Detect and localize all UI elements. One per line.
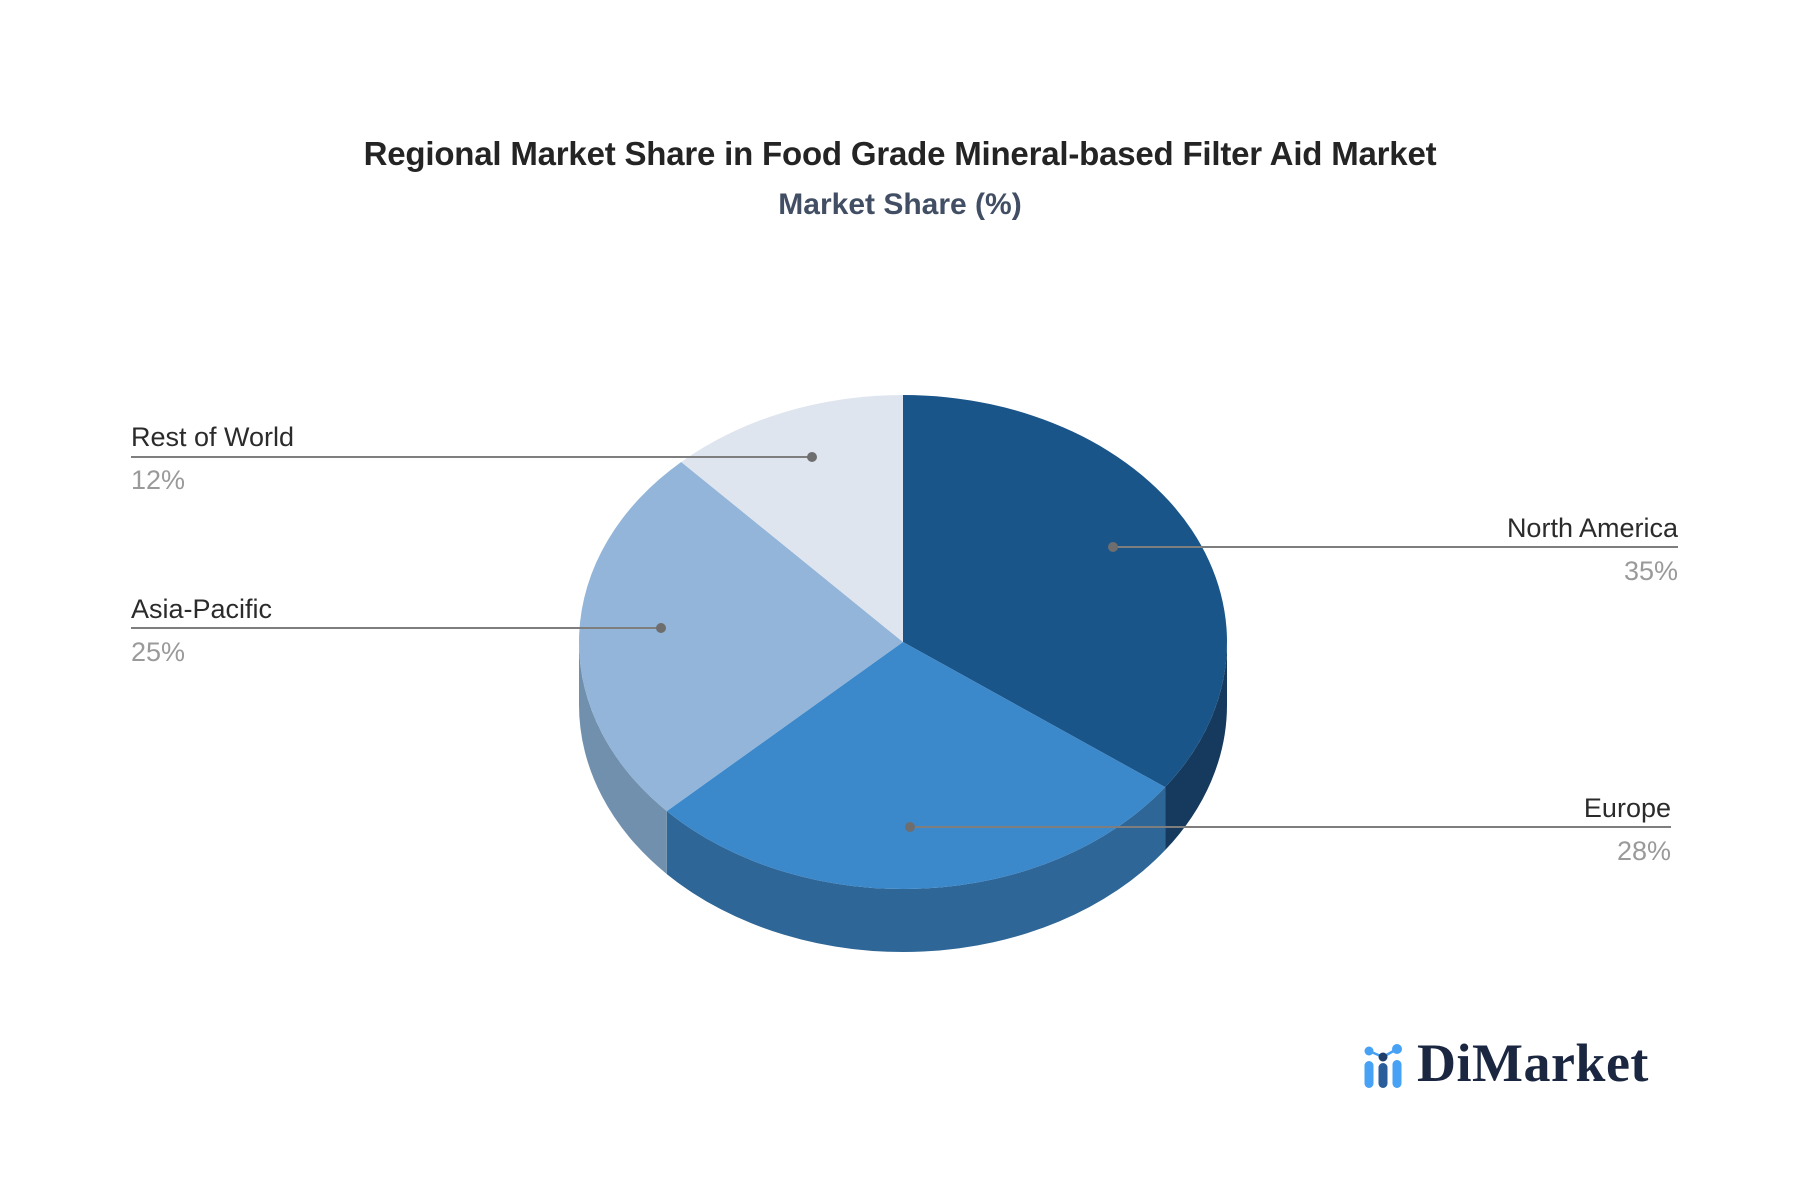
pie-slice-Asia-Pacific xyxy=(579,461,903,812)
pie-slice-North America xyxy=(903,395,1227,788)
leader-dot-Europe xyxy=(905,822,915,832)
logo-bar-middle xyxy=(1378,1063,1388,1088)
value-north-america: 35% xyxy=(1623,556,1678,586)
logo-bar-right xyxy=(1392,1060,1402,1088)
label-europe: Europe xyxy=(1583,793,1671,823)
dimarket-logo-text: DiMarket xyxy=(1417,1033,1649,1093)
value-europe: 28% xyxy=(1616,836,1671,866)
leader-dot-Asia-Pacific xyxy=(656,623,666,633)
pie-side-North America xyxy=(1165,642,1227,851)
leader-dot-Rest of World xyxy=(807,452,817,462)
value-asia-pacific: 25% xyxy=(131,637,186,667)
logo-bar-left xyxy=(1364,1061,1374,1088)
label-north-america: North America xyxy=(1506,513,1678,543)
label-rest-of-world: Rest of World xyxy=(131,422,295,452)
logo-dot-left xyxy=(1364,1046,1374,1056)
pie-3d-sides xyxy=(579,642,1227,952)
logo-dot-right xyxy=(1392,1044,1402,1054)
chart-subtitle: Market Share (%) xyxy=(778,188,1022,221)
logo-dot-middle xyxy=(1378,1052,1388,1062)
pie-side-Europe xyxy=(666,787,1166,952)
leader-lines xyxy=(131,452,1678,832)
chart-title: Regional Market Share in Food Grade Mine… xyxy=(363,135,1437,172)
label-asia-pacific: Asia-Pacific xyxy=(131,594,273,624)
dimarket-logo: DiMarket xyxy=(1364,1033,1649,1093)
pie-slices xyxy=(579,395,1227,889)
pie-side-Asia-Pacific xyxy=(579,642,667,875)
bar-chart-icon xyxy=(1364,1044,1402,1088)
value-rest-of-world: 12% xyxy=(131,465,186,495)
leader-dot-North America xyxy=(1108,542,1118,552)
